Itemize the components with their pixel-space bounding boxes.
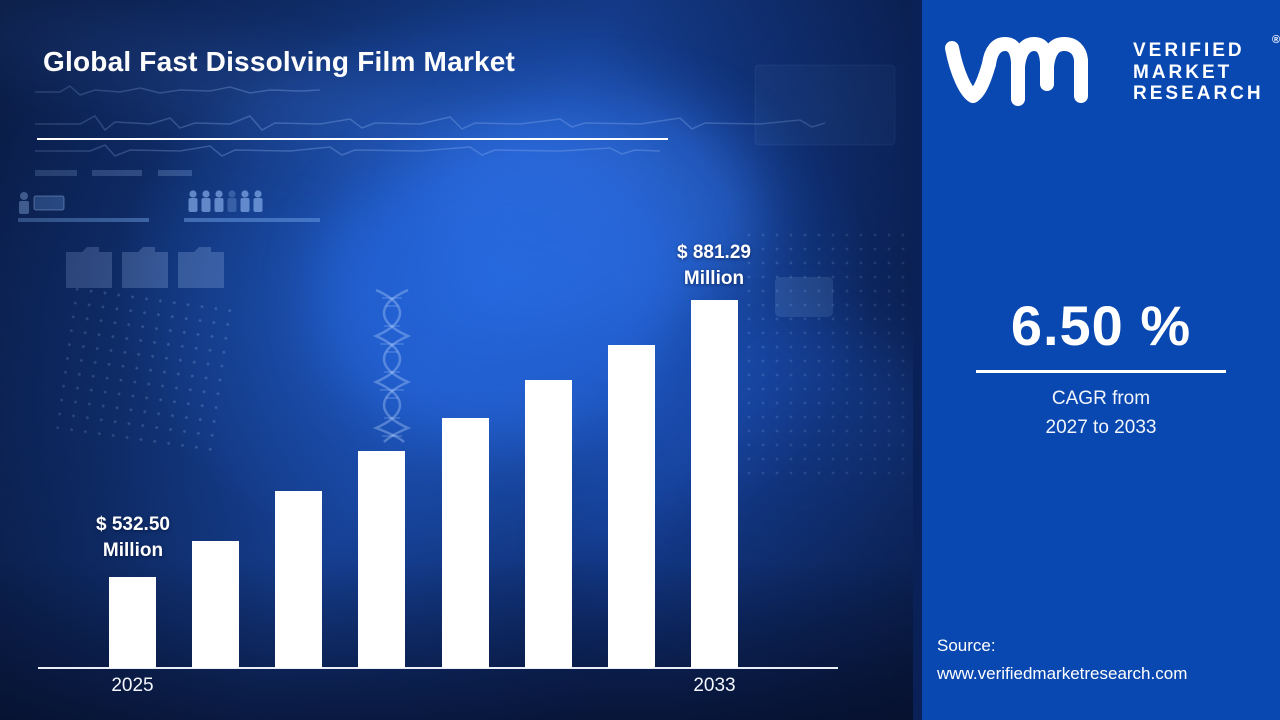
source-block: Source: www.verifiedmarketresearch.com (937, 632, 1187, 688)
bar-value-last-amount: $ 881.29 (677, 242, 751, 263)
brand-name-line3: RESEARCH (1133, 83, 1264, 104)
bar-year-5 (442, 418, 489, 668)
bar-year-6 (525, 380, 572, 668)
bar-value-first-amount: $ 532.50 (96, 514, 170, 535)
registered-trademark-symbol: ® (1272, 34, 1280, 46)
brand-panel: VERIFIED MARKET RESEARCH ® 6.50 % CAGR f… (922, 0, 1280, 720)
vmr-logo-icon (945, 37, 1088, 106)
x-axis-label-2033: 2033 (693, 675, 736, 696)
cagr-underline (976, 370, 1226, 373)
source-url: www.verifiedmarketresearch.com (937, 664, 1188, 684)
brand-name-line2: MARKET (1133, 61, 1233, 83)
cagr-block: 6.50 % CAGR from 2027 to 2033 (922, 296, 1280, 442)
panel-divider (913, 0, 922, 720)
bar-value-label-last: $ 881.29 Million (649, 240, 779, 292)
x-axis-label-2025: 2025 (111, 675, 154, 696)
bar-year-4 (358, 451, 405, 668)
page-title: Global Fast Dissolving Film Market (43, 46, 516, 77)
cagr-caption-line2: 2027 to 2033 (1045, 416, 1157, 438)
bar-value-first-unit: Million (102, 540, 164, 561)
bar-year-7 (608, 345, 655, 668)
cagr-caption-line1: CAGR from (1051, 388, 1151, 409)
source-label: Source: (937, 636, 996, 655)
bar-year-3 (275, 491, 322, 668)
bar-2033 (691, 300, 738, 668)
chart-area-background: Global Fast Dissolving Film Market $ 532… (0, 0, 913, 720)
brand-name: VERIFIED MARKET RESEARCH (1133, 40, 1264, 105)
bar-chart: $ 532.50 Million $ 881.29 Million 2025 2… (38, 240, 838, 696)
cagr-value: 6.50 % (1010, 294, 1192, 357)
bar-year-2 (192, 541, 239, 668)
x-axis-line (38, 667, 838, 669)
bar-value-label-first: $ 532.50 Million (68, 512, 198, 564)
title-underline (37, 138, 668, 140)
brand-name-line1: VERIFIED (1133, 40, 1245, 61)
brand-logo: VERIFIED MARKET RESEARCH ® (942, 34, 1280, 112)
bar-value-last-unit: Million (683, 268, 745, 289)
bar-2025 (109, 577, 156, 668)
